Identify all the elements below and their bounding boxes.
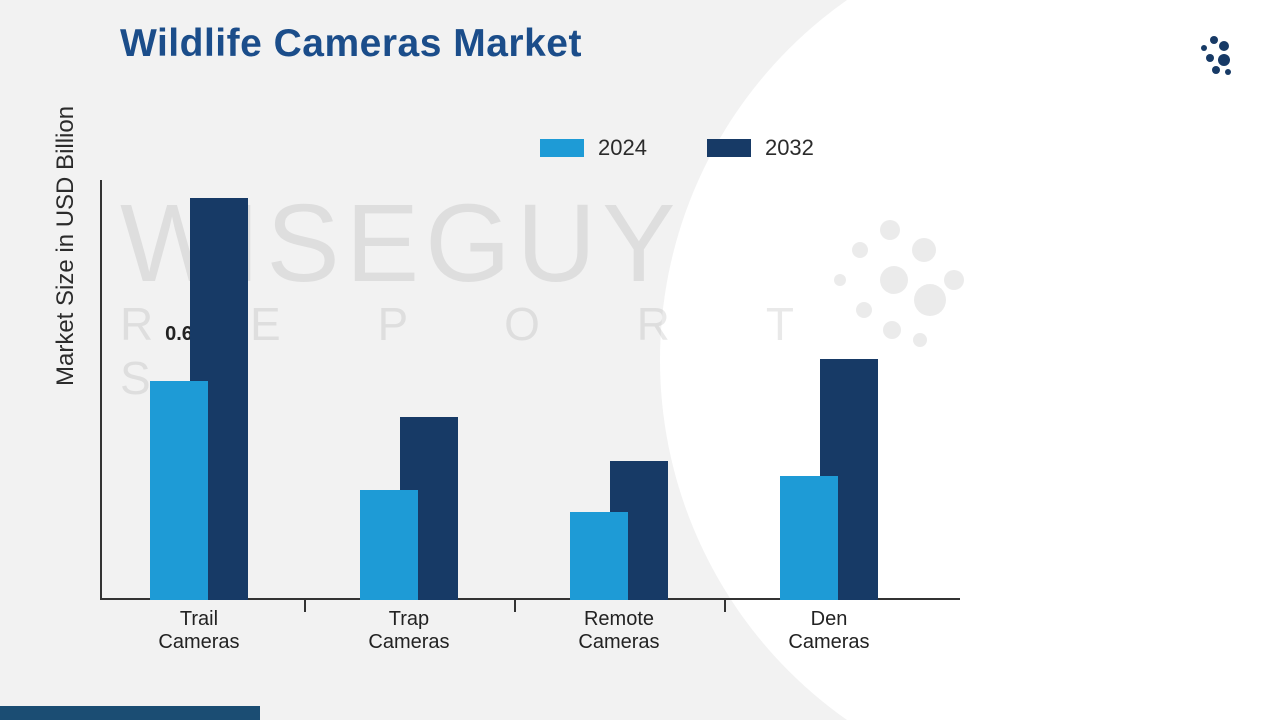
legend-label-2024: 2024 — [598, 135, 647, 161]
category-label-line2: Cameras — [158, 631, 239, 653]
category-label: TrapCameras — [329, 608, 489, 654]
y-axis-label: Market Size in USD Billion — [52, 106, 80, 386]
axis-tick — [724, 600, 726, 612]
bar-2024-2 — [570, 512, 628, 600]
category-label: TrailCameras — [119, 608, 279, 654]
category-label-line1: Remote — [584, 608, 654, 630]
category-label-line2: Cameras — [368, 631, 449, 653]
legend-swatch-2024 — [540, 139, 584, 157]
canvas: WISEGUY R E P O R T S Wildlife Cameras M… — [0, 0, 1280, 720]
category-label-line2: Cameras — [578, 631, 659, 653]
category-label: DenCameras — [749, 608, 909, 654]
legend: 2024 2032 — [540, 135, 814, 161]
legend-swatch-2032 — [707, 139, 751, 157]
bar-2024-3 — [780, 476, 838, 600]
category-label-line2: Cameras — [788, 631, 869, 653]
bar-2024-0 — [150, 381, 208, 600]
bar-2024-1 — [360, 490, 418, 600]
chart-plot: 0.6TrailCamerasTrapCamerasRemoteCamerasD… — [100, 180, 960, 620]
brand-logo: WISEGUY R E P O R T S — [980, 18, 1250, 96]
bar-value-label: 0.6 — [165, 323, 193, 352]
page-title: Wildlife Cameras Market — [120, 22, 582, 66]
chart-bars: 0.6TrailCamerasTrapCamerasRemoteCamerasD… — [100, 180, 960, 600]
category-label-line1: Den — [811, 608, 848, 630]
category-label-line1: Trail — [180, 608, 218, 630]
brand-main: WISEGUY — [980, 20, 1172, 63]
legend-label-2032: 2032 — [765, 135, 814, 161]
category-label: RemoteCameras — [539, 608, 699, 654]
legend-item-2032: 2032 — [707, 135, 814, 161]
legend-item-2024: 2024 — [540, 135, 647, 161]
brand-head-icon — [1180, 18, 1250, 96]
axis-tick — [514, 600, 516, 612]
category-label-line1: Trap — [389, 608, 429, 630]
bottom-accent — [0, 706, 260, 720]
brand-sub: R E P O R T S — [984, 59, 1172, 95]
axis-tick — [304, 600, 306, 612]
